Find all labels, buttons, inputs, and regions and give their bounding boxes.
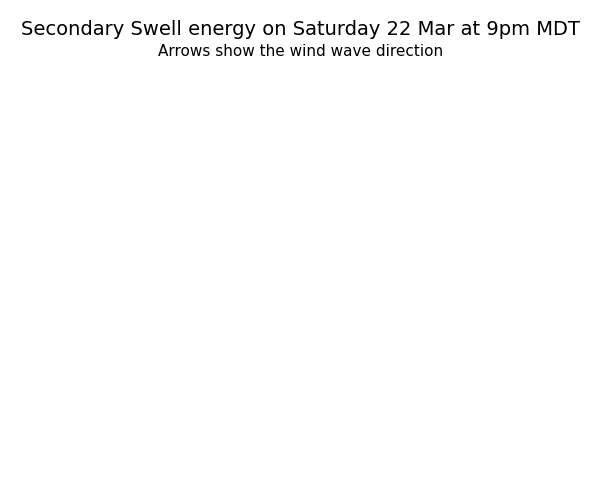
Text: Arrows show the wind wave direction: Arrows show the wind wave direction bbox=[158, 44, 443, 59]
Text: Secondary Swell energy on Saturday 22 Mar at 9pm MDT: Secondary Swell energy on Saturday 22 Ma… bbox=[21, 20, 580, 39]
